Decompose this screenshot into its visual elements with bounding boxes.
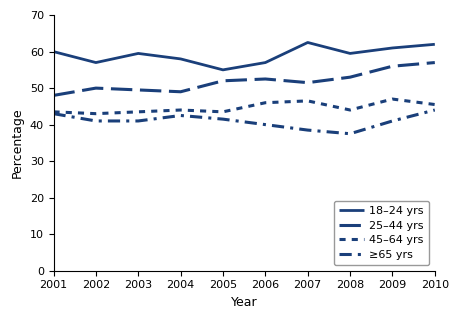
≥65 yrs <box>262 123 268 126</box>
≥65 yrs <box>347 132 352 136</box>
45–64 yrs <box>347 108 352 112</box>
45–64 yrs <box>135 110 141 114</box>
18–24 yrs <box>220 68 225 72</box>
Legend: 18–24 yrs, 25–44 yrs, 45–64 yrs, ≥65 yrs: 18–24 yrs, 25–44 yrs, 45–64 yrs, ≥65 yrs <box>333 201 428 265</box>
45–64 yrs <box>50 110 56 114</box>
45–64 yrs <box>93 112 98 116</box>
Line: 25–44 yrs: 25–44 yrs <box>53 63 434 95</box>
45–64 yrs <box>389 97 394 101</box>
45–64 yrs <box>431 103 437 107</box>
25–44 yrs <box>135 88 141 92</box>
Y-axis label: Percentage: Percentage <box>11 108 24 178</box>
≥65 yrs <box>50 112 56 116</box>
25–44 yrs <box>389 64 394 68</box>
18–24 yrs <box>347 52 352 55</box>
45–64 yrs <box>220 110 225 114</box>
25–44 yrs <box>262 77 268 81</box>
25–44 yrs <box>431 61 437 65</box>
≥65 yrs <box>135 119 141 123</box>
25–44 yrs <box>178 90 183 94</box>
X-axis label: Year: Year <box>230 296 257 309</box>
Line: 18–24 yrs: 18–24 yrs <box>53 43 434 70</box>
18–24 yrs <box>389 46 394 50</box>
≥65 yrs <box>389 119 394 123</box>
25–44 yrs <box>50 93 56 97</box>
18–24 yrs <box>178 57 183 61</box>
25–44 yrs <box>93 86 98 90</box>
18–24 yrs <box>431 42 437 46</box>
18–24 yrs <box>50 50 56 53</box>
45–64 yrs <box>304 99 310 103</box>
45–64 yrs <box>178 108 183 112</box>
≥65 yrs <box>220 117 225 121</box>
18–24 yrs <box>93 61 98 65</box>
Line: ≥65 yrs: ≥65 yrs <box>53 110 434 134</box>
≥65 yrs <box>93 119 98 123</box>
Line: 45–64 yrs: 45–64 yrs <box>53 99 434 114</box>
≥65 yrs <box>304 128 310 132</box>
18–24 yrs <box>262 61 268 65</box>
18–24 yrs <box>135 52 141 55</box>
25–44 yrs <box>220 79 225 83</box>
25–44 yrs <box>304 81 310 84</box>
45–64 yrs <box>262 101 268 105</box>
25–44 yrs <box>347 75 352 79</box>
≥65 yrs <box>178 114 183 117</box>
≥65 yrs <box>431 108 437 112</box>
18–24 yrs <box>304 41 310 44</box>
